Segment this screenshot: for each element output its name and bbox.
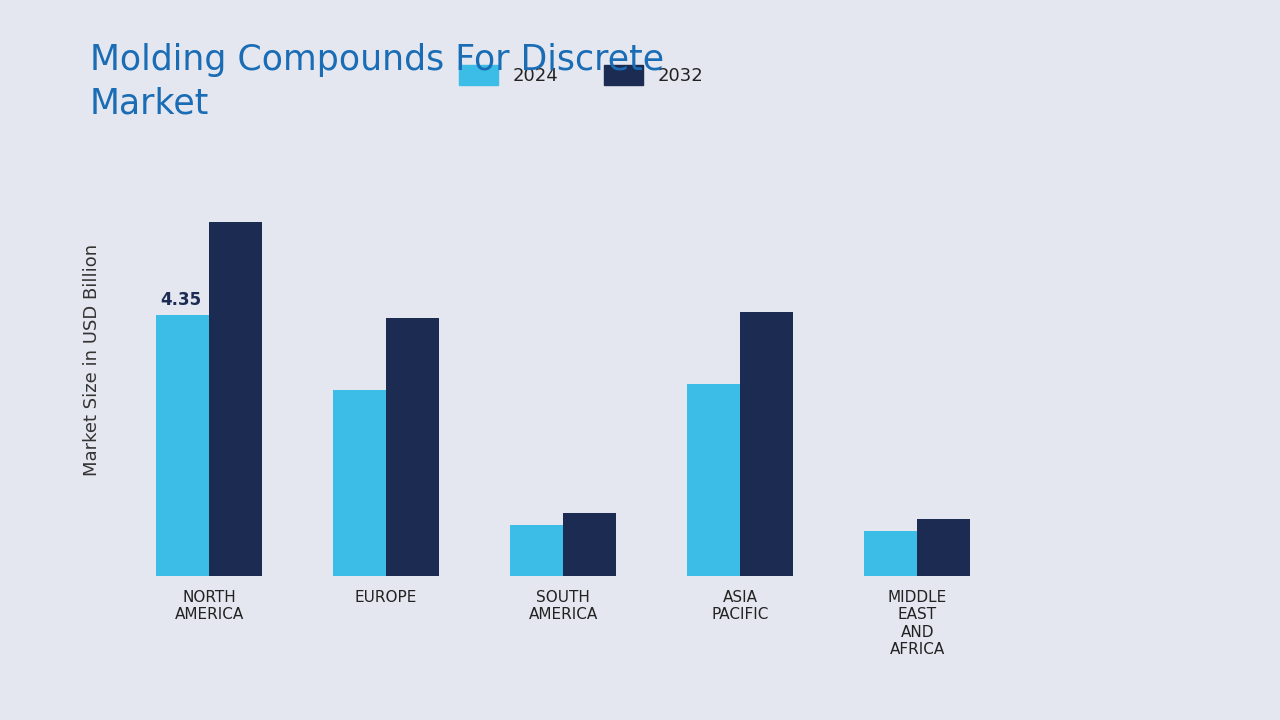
Bar <box>563 513 617 576</box>
Bar <box>209 222 262 576</box>
Bar <box>333 390 387 576</box>
Bar <box>387 318 439 576</box>
Y-axis label: Market Size in USD Billion: Market Size in USD Billion <box>83 244 101 476</box>
Bar <box>918 519 970 576</box>
Legend: 2024, 2032: 2024, 2032 <box>452 58 710 92</box>
Text: 4.35: 4.35 <box>160 291 201 309</box>
Bar <box>864 531 918 576</box>
Bar <box>509 525 563 576</box>
Bar <box>156 315 209 576</box>
Bar <box>687 384 740 576</box>
Bar <box>740 312 794 576</box>
Text: Molding Compounds For Discrete
Market: Molding Compounds For Discrete Market <box>90 43 664 121</box>
